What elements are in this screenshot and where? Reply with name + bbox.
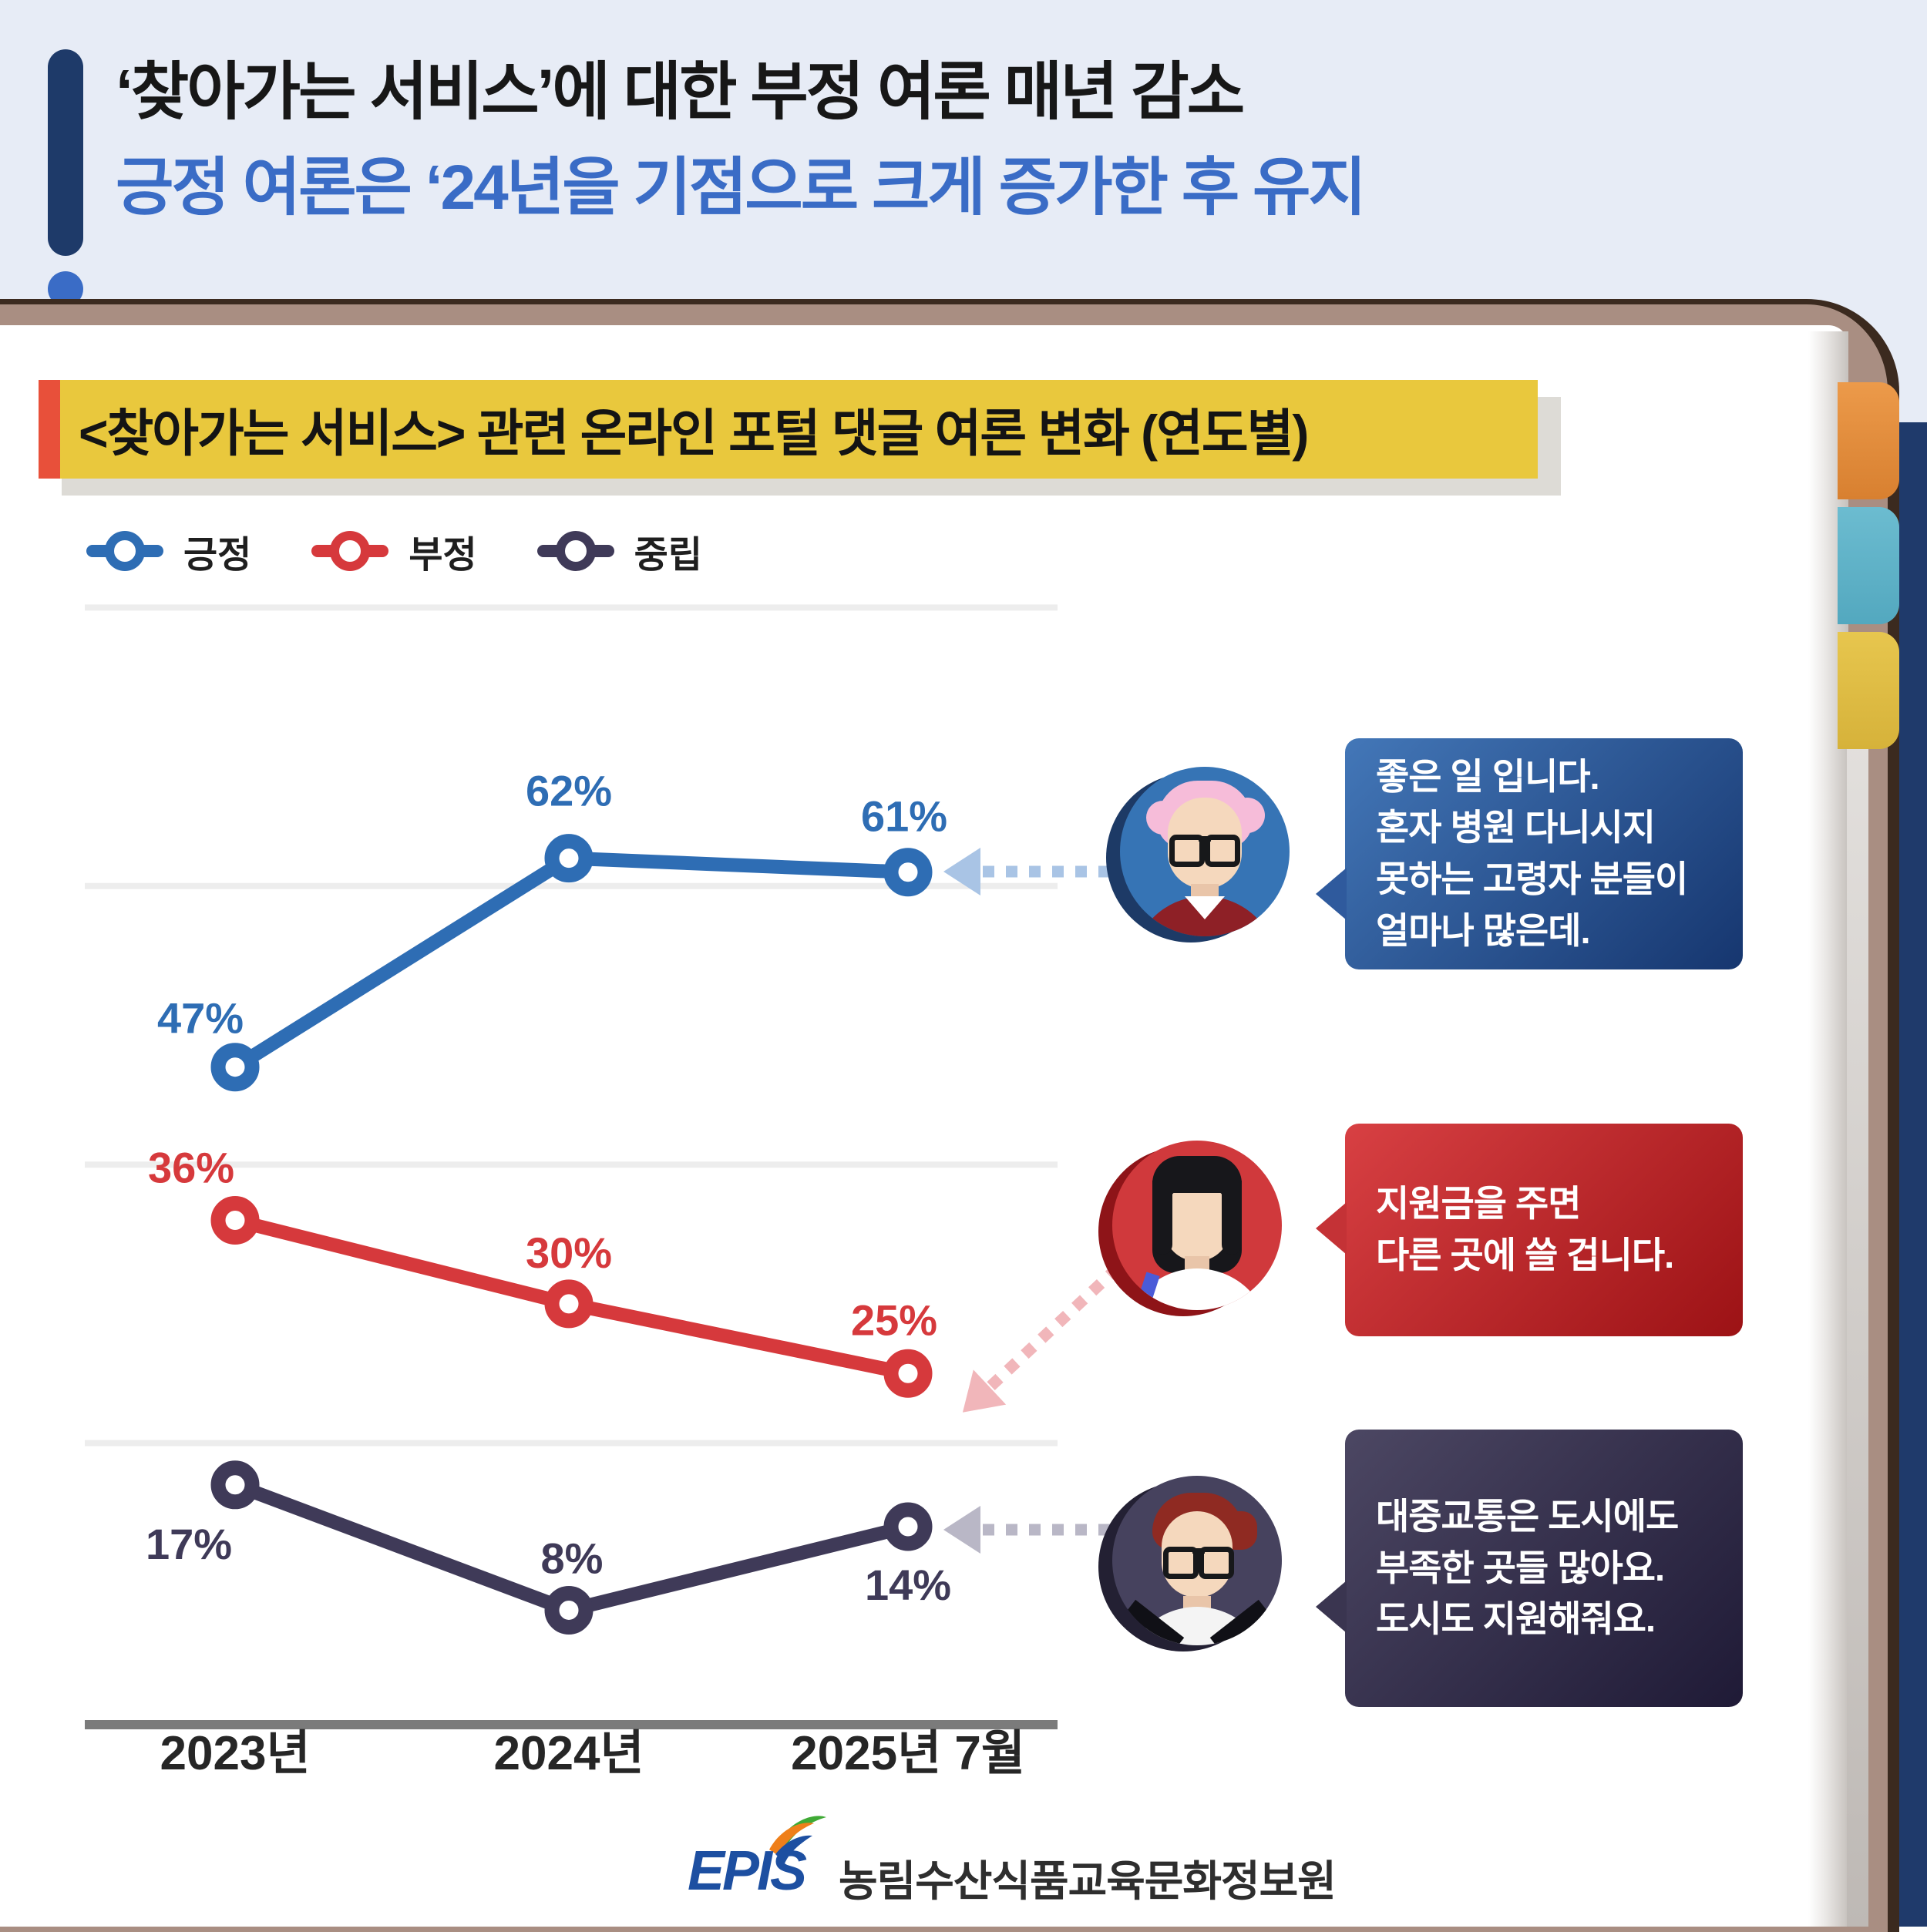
- legend-item-neutral: 중립: [536, 524, 702, 578]
- speech-bubble-negative: 지원금을 주면 다른 곳에 쓸 겁니다.: [1316, 1124, 1743, 1336]
- x-tick-label: 2025년 7월: [791, 1727, 1025, 1780]
- data-point-중립-2024년: [544, 1585, 594, 1635]
- epis-logo: EPIS: [688, 1816, 826, 1902]
- header-band: ‘찾아가는 서비스’에 대한 부정 여론 매년 감소 긍정 여론은 ‘24년을 …: [0, 0, 1927, 307]
- chart-legend: 긍정 부정 중립: [86, 524, 762, 578]
- value-label-중립-2024년: 8%: [541, 1534, 604, 1582]
- section-title-accent: [39, 380, 60, 479]
- header-title-line2: 긍정 여론은 ‘24년을 기점으로 크게 증가한 후 유지: [116, 153, 1367, 223]
- speech-bubble-neutral-tail: [1316, 1581, 1347, 1633]
- data-point-부정-2025년 7월: [883, 1349, 933, 1398]
- legend-item-positive: 긍정: [86, 524, 251, 578]
- data-point-부정-2023년: [210, 1195, 260, 1245]
- speech-bubble-neutral: 대중교통은 도시에도 부족한 곳들 많아요. 도시도 지원해줘요.: [1316, 1430, 1743, 1707]
- avatar-positive-face-icon: [1120, 767, 1290, 936]
- avatar-neutral: [1098, 1476, 1282, 1651]
- value-label-중립-2025년 7월: 14%: [865, 1561, 951, 1609]
- tab-orange: [1838, 382, 1899, 499]
- arrow-positive-icon-head: [943, 848, 980, 895]
- data-point-부정-2024년: [544, 1279, 594, 1329]
- speech-bubble-negative-tail: [1316, 1202, 1347, 1255]
- speech-bubble-positive-tail: [1316, 868, 1347, 920]
- data-point-긍정-2023년: [210, 1043, 260, 1092]
- speech-bubble-positive-text: 좋은 일 입니다. 혼자 병원 다니시지 못하는 고령자 분들이 얼마나 많은데…: [1376, 755, 1688, 951]
- value-label-부정-2025년 7월: 25%: [851, 1295, 937, 1344]
- legend-label-negative: 부정: [409, 535, 477, 576]
- legend-marker-neutral-icon: [536, 531, 614, 571]
- speech-bubble-negative-text: 지원금을 주면 다른 곳에 쓸 겁니다.: [1376, 1183, 1674, 1275]
- avatar-neutral-face-icon: [1112, 1476, 1282, 1645]
- avatar-negative: [1098, 1141, 1282, 1316]
- notebook-spine: [1895, 422, 1927, 1927]
- data-point-중립-2023년: [210, 1460, 260, 1510]
- series-line-0: [228, 851, 915, 1074]
- footer-organization: 농림수산식품교육문화정보원: [839, 1857, 1337, 1905]
- value-label-부정-2024년: 30%: [526, 1228, 612, 1277]
- exclamation-icon: [48, 49, 83, 256]
- data-point-긍정-2025년 7월: [883, 848, 933, 897]
- value-label-중립-2023년: 17%: [146, 1520, 232, 1568]
- arrow-neutral-icon-head: [943, 1506, 980, 1554]
- legend-label-neutral: 중립: [634, 535, 702, 576]
- speech-bubble-positive: 좋은 일 입니다. 혼자 병원 다니시지 못하는 고령자 분들이 얼마나 많은데…: [1316, 738, 1743, 969]
- data-point-중립-2025년 7월: [883, 1502, 933, 1551]
- legend-item-negative: 부정: [311, 524, 477, 578]
- tab-yellow: [1838, 632, 1899, 749]
- legend-marker-positive-icon: [86, 531, 163, 571]
- arrow-negative-icon-head: [962, 1369, 1007, 1413]
- data-point-긍정-2024년: [544, 834, 594, 883]
- x-tick-label: 2023년: [160, 1727, 311, 1780]
- avatar-negative-face-icon: [1112, 1141, 1282, 1310]
- section-title: <찾아가는 서비스> 관련 온라인 포털 댓글 여론 변화 (연도별): [79, 405, 1309, 462]
- x-tick-label: 2024년: [494, 1727, 644, 1780]
- legend-label-positive: 긍정: [183, 535, 252, 576]
- value-label-긍정-2024년: 62%: [526, 767, 612, 815]
- value-label-부정-2023년: 36%: [148, 1143, 234, 1191]
- tab-teal: [1838, 507, 1899, 624]
- bookmark-ribbon: [1847, 740, 1868, 1927]
- section-title-bar: <찾아가는 서비스> 관련 온라인 포털 댓글 여론 변화 (연도별): [39, 380, 1538, 479]
- speech-bubble-neutral-text: 대중교통은 도시에도 부족한 곳들 많아요. 도시도 지원해줘요.: [1376, 1495, 1679, 1640]
- value-label-긍정-2025년 7월: 61%: [861, 792, 947, 841]
- arrow-negative-icon: [985, 1263, 1122, 1392]
- svg-text:EPIS: EPIS: [688, 1840, 807, 1902]
- avatar-positive: [1106, 767, 1290, 942]
- header-title-line1: ‘찾아가는 서비스’에 대한 부정 여론 매년 감소: [116, 57, 1245, 127]
- value-label-긍정-2023년: 47%: [157, 994, 244, 1043]
